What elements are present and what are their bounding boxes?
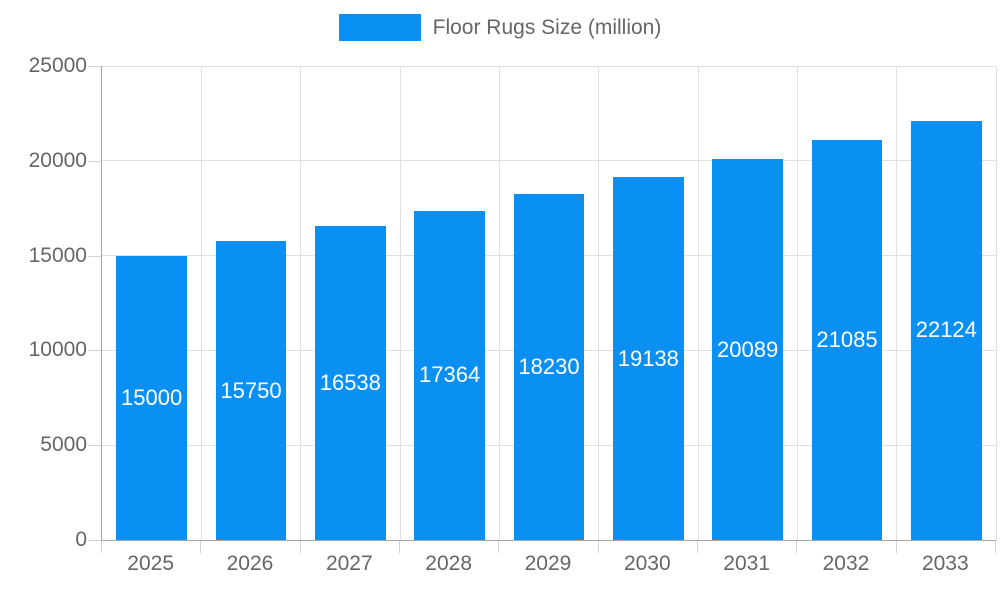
bar-value-label: 19138 (617, 345, 679, 371)
x-gridline (399, 66, 401, 540)
x-axis-label: 2030 (623, 552, 671, 575)
y-axis-label: 0 (75, 528, 87, 551)
y-axis-label: 15000 (28, 243, 87, 267)
x-axis-tick (200, 541, 202, 553)
bar[interactable]: 16538 (315, 226, 386, 540)
legend[interactable]: Floor Rugs Size (million) (0, 14, 1000, 41)
x-axis-tick (101, 541, 102, 553)
x-gridline (995, 66, 997, 540)
bar-value-label: 18230 (518, 354, 580, 380)
x-axis-tick (796, 541, 798, 553)
y-gridline (102, 66, 996, 67)
plot-area: 15000 15750 16538 17364 18230 19138 20089 21085… (101, 66, 997, 541)
legend-label: Floor Rugs Size (million) (432, 15, 662, 39)
bar[interactable]: 15750 (215, 241, 287, 540)
y-gridline (102, 160, 996, 162)
y-axis-label: 10000 (28, 338, 87, 362)
x-axis-label: 2027 (325, 552, 373, 575)
x-gridline (300, 66, 302, 540)
bar-value-label: 16538 (319, 370, 381, 396)
y-axis-label: 5000 (40, 433, 87, 457)
x-axis-tick (995, 541, 996, 553)
x-axis-tick (895, 541, 897, 553)
x-axis-tick (399, 541, 400, 553)
bar[interactable]: 15000 (116, 255, 187, 540)
y-axis-tick (88, 350, 101, 352)
bar-value-label: 17364 (419, 362, 481, 388)
bar[interactable]: 21085 (811, 140, 883, 540)
x-gridline (498, 66, 500, 540)
bar-value-label: 20089 (717, 336, 779, 362)
y-axis-tick (88, 445, 101, 447)
bar-value-label: 21085 (816, 327, 878, 353)
y-axis-tick (88, 540, 101, 541)
bar[interactable]: 20089 (712, 159, 783, 540)
x-axis-label: 2032 (822, 552, 870, 575)
x-axis-tick (697, 541, 698, 553)
y-axis-tick (88, 160, 101, 162)
x-axis-tick (597, 541, 599, 553)
y-axis-tick (88, 255, 101, 257)
x-gridline (200, 66, 202, 540)
x-axis-label: 2029 (524, 552, 572, 575)
bar-value-label: 15000 (121, 384, 183, 410)
x-gridline (697, 66, 699, 540)
x-axis-label: 2025 (127, 552, 175, 575)
bar[interactable]: 18230 (513, 194, 585, 540)
bar[interactable]: 19138 (613, 177, 684, 540)
y-axis-tick (88, 66, 101, 67)
x-axis-label: 2031 (723, 552, 771, 575)
y-axis-label: 20000 (28, 148, 87, 172)
x-axis-tick (498, 541, 500, 553)
bar-value-label: 15750 (220, 377, 282, 403)
x-gridline (598, 66, 600, 540)
bar[interactable]: 17364 (414, 210, 485, 540)
x-axis-label: 2033 (921, 552, 969, 575)
x-axis-label: 2028 (425, 552, 473, 575)
legend-swatch (338, 14, 421, 41)
y-axis-label: 25000 (28, 54, 87, 77)
x-gridline (896, 66, 898, 540)
bar-value-label: 22124 (915, 317, 977, 343)
x-gridline (796, 66, 798, 540)
x-axis-tick (299, 541, 301, 553)
bar[interactable]: 22124 (911, 120, 982, 540)
x-axis-label: 2026 (226, 552, 274, 575)
